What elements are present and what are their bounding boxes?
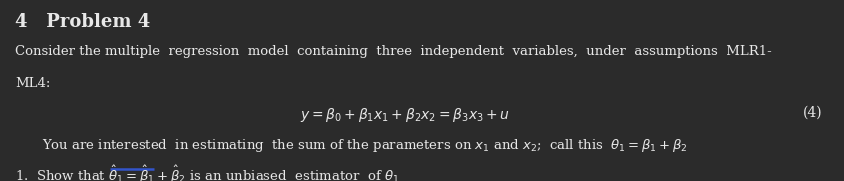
Text: ML4:: ML4:: [15, 77, 51, 90]
Text: Consider the multiple  regression  model  containing  three  independent  variab: Consider the multiple regression model c…: [15, 45, 772, 58]
Text: (4): (4): [803, 106, 823, 120]
Text: 1.  Show that $\hat{\theta}_1 = \hat{\beta}_1 + \hat{\beta}_2$ is an unbiased  e: 1. Show that $\hat{\theta}_1 = \hat{\bet…: [15, 164, 399, 181]
Text: $y = \beta_0 + \beta_1 x_1 + \beta_2 x_2 = \beta_3 x_3 + u$: $y = \beta_0 + \beta_1 x_1 + \beta_2 x_2…: [300, 106, 510, 124]
Text: 4   Problem 4: 4 Problem 4: [15, 13, 150, 31]
Text: You are interested  in estimating  the sum of the parameters on $x_1$ and $x_2$;: You are interested in estimating the sum…: [42, 137, 688, 154]
